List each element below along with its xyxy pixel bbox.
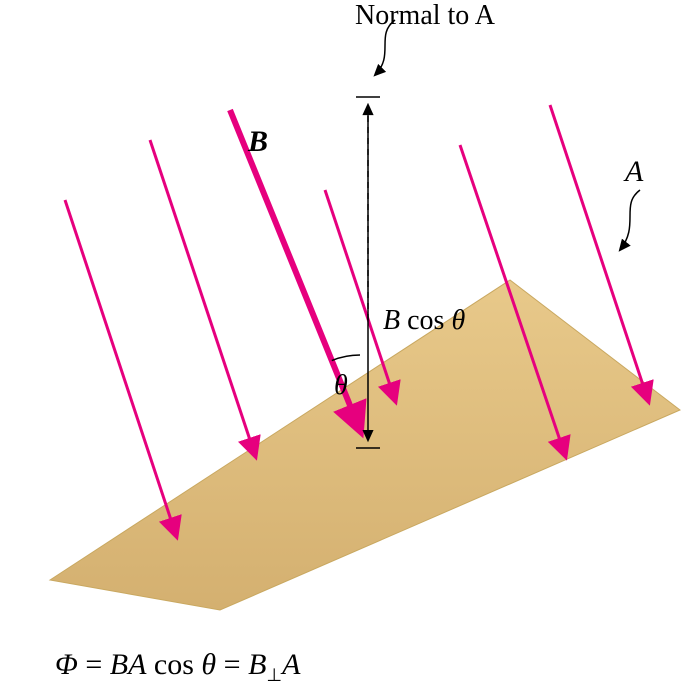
label-theta: θ bbox=[334, 370, 348, 402]
eq-eq1: = bbox=[78, 648, 110, 681]
label-a: A bbox=[625, 155, 643, 189]
eq-th: θ bbox=[201, 648, 216, 681]
text: θ bbox=[451, 305, 465, 336]
eq-phi: Φ bbox=[55, 648, 78, 681]
eq-eq2: = bbox=[216, 648, 248, 681]
angle-arc bbox=[332, 355, 360, 361]
eq-perp: ⊥ bbox=[266, 665, 282, 685]
equation: Φ = BA cos θ = B⊥A bbox=[55, 648, 300, 686]
label-bcos: B cos θ bbox=[383, 305, 465, 337]
text: A bbox=[625, 155, 643, 188]
eq-cos: cos bbox=[146, 648, 201, 681]
eq-bperp: B bbox=[248, 648, 266, 681]
surface-area bbox=[50, 280, 680, 610]
pointer-area bbox=[620, 190, 640, 250]
text: B bbox=[383, 305, 400, 336]
text: θ bbox=[334, 370, 348, 401]
label-b: B bbox=[248, 125, 268, 159]
eq-a2: A bbox=[282, 648, 300, 681]
eq-ba: BA bbox=[110, 648, 147, 681]
text: Normal to A bbox=[355, 0, 495, 31]
flux-diagram bbox=[0, 0, 691, 700]
text: B bbox=[248, 125, 268, 158]
label-normal-to-a: Normal to A bbox=[355, 0, 495, 32]
